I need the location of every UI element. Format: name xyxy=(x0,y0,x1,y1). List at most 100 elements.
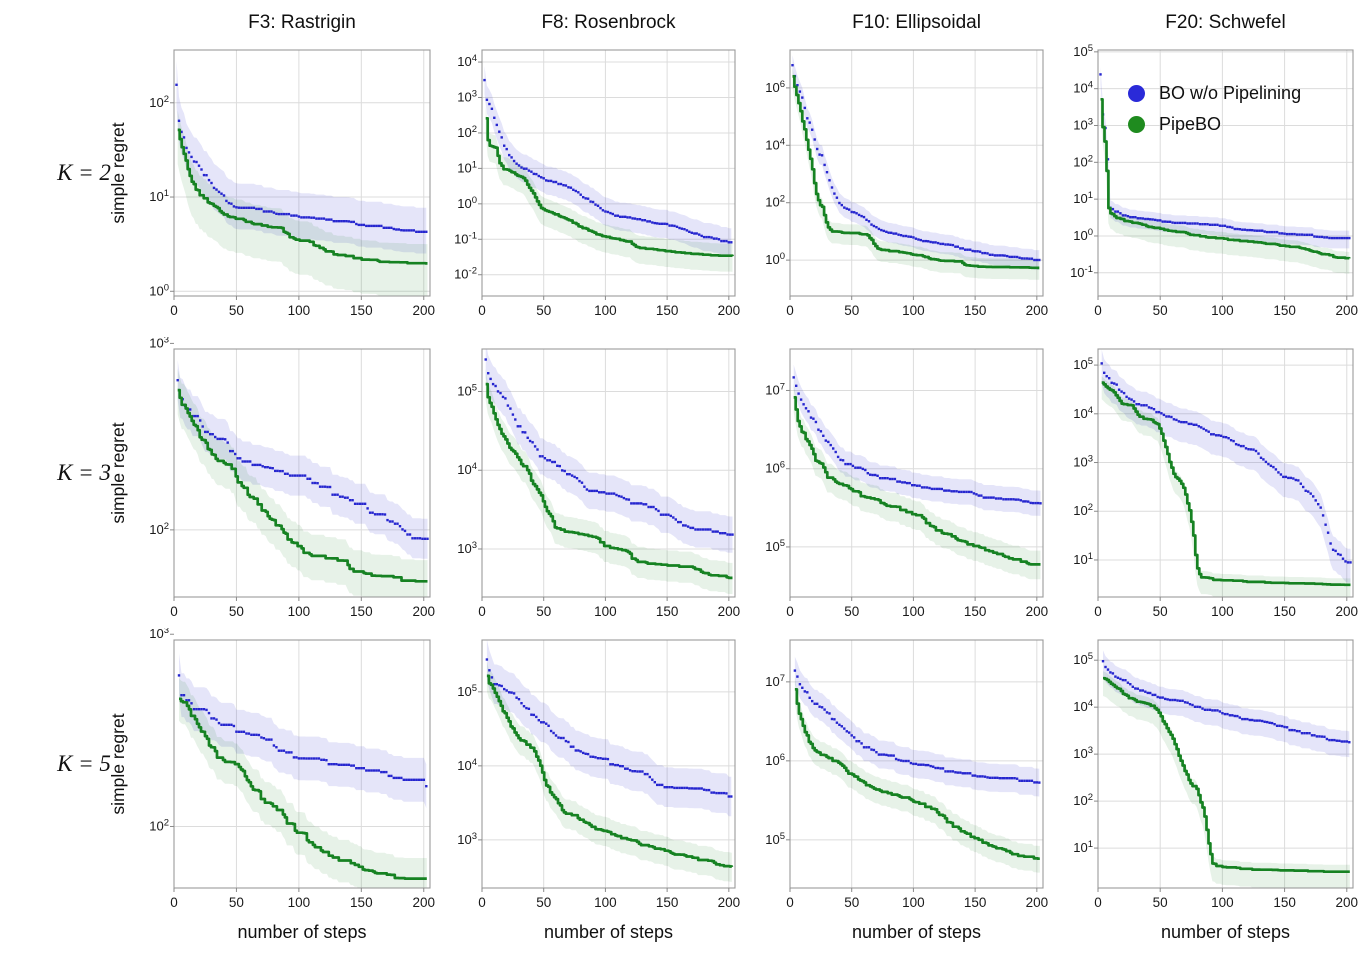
confidence-band xyxy=(485,349,733,553)
svg-text:104: 104 xyxy=(457,461,477,477)
row-label-k5: K = 5 xyxy=(57,751,111,776)
svg-text:106: 106 xyxy=(765,79,785,95)
plot-frame xyxy=(1097,639,1354,889)
svg-text:102: 102 xyxy=(765,194,785,210)
svg-text:0: 0 xyxy=(786,895,794,910)
svg-text:200: 200 xyxy=(412,303,435,318)
confidence-band xyxy=(792,55,1040,270)
series-dots-bo xyxy=(177,674,428,788)
series-line-pipebo xyxy=(1103,676,1350,874)
svg-text:104: 104 xyxy=(1073,80,1093,96)
gridlines xyxy=(790,640,1043,888)
svg-text:102: 102 xyxy=(149,817,169,833)
svg-text:200: 200 xyxy=(718,895,741,910)
svg-text:101: 101 xyxy=(1073,551,1093,567)
confidence-band xyxy=(793,364,1041,516)
plot-frame xyxy=(173,348,431,598)
subplot-title-f10: F10: Ellipsoidal xyxy=(852,12,981,33)
subplot-title-f20: F20: Schwefel xyxy=(1165,12,1286,33)
svg-text:0: 0 xyxy=(170,895,178,910)
svg-text:200: 200 xyxy=(1336,895,1359,910)
svg-text:200: 200 xyxy=(1336,303,1359,318)
subplot-k2-f8-rosenbrock: 0 50 100 150 200 10-2 10-1 100 101 102 103 104 xyxy=(434,38,745,328)
subplot-k5-f8-rosenbrock: 0 50 100 150 200 103 104 105 xyxy=(434,628,745,920)
svg-text:106: 106 xyxy=(765,752,785,768)
svg-text:104: 104 xyxy=(457,53,477,69)
svg-text:105: 105 xyxy=(765,538,785,554)
svg-text:100: 100 xyxy=(594,895,617,910)
x-axis-label-col4: number of steps xyxy=(1160,922,1291,942)
svg-text:102: 102 xyxy=(149,94,169,110)
legend-item-bo: BO w/o Pipelining xyxy=(1128,83,1301,104)
svg-text:150: 150 xyxy=(656,895,679,910)
svg-text:101: 101 xyxy=(457,159,477,175)
x-axis-label-col1: number of steps xyxy=(237,922,367,942)
svg-text:104: 104 xyxy=(457,757,477,773)
series-dots-bo xyxy=(1100,362,1352,564)
series-line-pipebo xyxy=(177,388,428,583)
series-dots-bo xyxy=(792,376,1042,505)
plot-frame xyxy=(173,639,431,889)
svg-text:103: 103 xyxy=(149,628,169,641)
gridlines xyxy=(482,50,735,296)
svg-text:104: 104 xyxy=(1073,698,1093,714)
legend-marker-bo-icon xyxy=(1128,85,1145,102)
plot-frame xyxy=(173,49,431,297)
plot-frame xyxy=(789,639,1044,889)
svg-text:103: 103 xyxy=(1073,745,1093,761)
svg-text:100: 100 xyxy=(902,895,925,910)
series-line-pipebo xyxy=(1101,381,1351,587)
svg-text:10-2: 10-2 xyxy=(454,266,477,282)
svg-text:102: 102 xyxy=(1073,792,1093,808)
svg-text:105: 105 xyxy=(457,383,477,399)
subplot-k5-f20-schwefel: 0 50 100 150 200 101 102 103 104 105 xyxy=(1050,628,1363,920)
gridlines xyxy=(1098,640,1353,888)
legend-item-pipebo: PipeBO xyxy=(1128,114,1301,135)
svg-text:50: 50 xyxy=(229,604,244,619)
subplot-k5-f3-rastrigin: 0 50 100 150 200 102 103 xyxy=(126,628,440,920)
svg-text:0: 0 xyxy=(1094,895,1102,910)
subplot-svg-k3-f8-rosenbrock: 0 50 100 150 200 103 104 105 xyxy=(457,348,740,619)
svg-text:0: 0 xyxy=(478,303,486,318)
svg-text:102: 102 xyxy=(149,521,169,537)
svg-text:0: 0 xyxy=(1094,604,1102,619)
svg-text:0: 0 xyxy=(1094,303,1102,318)
svg-text:50: 50 xyxy=(229,303,244,318)
axis-ticks: 0 50 100 150 200 101 102 103 104 105 xyxy=(1073,651,1358,910)
subplot-k3-f8-rosenbrock: 0 50 100 150 200 103 104 105 xyxy=(434,337,745,629)
svg-text:105: 105 xyxy=(457,683,477,699)
series-line-pipebo xyxy=(177,128,428,265)
svg-text:101: 101 xyxy=(1073,839,1093,855)
svg-text:50: 50 xyxy=(1153,604,1168,619)
svg-text:101: 101 xyxy=(1073,190,1093,206)
subplot-k3-f3-rastrigin: 0 50 100 150 200 102 103 xyxy=(126,337,440,629)
subplot-svg-k2-f8-rosenbrock: 0 50 100 150 200 10-2 10-1 100 101 102 103 104 xyxy=(454,49,740,318)
axis-ticks: 0 50 100 150 200 100 101 102 xyxy=(149,94,435,318)
svg-text:103: 103 xyxy=(457,540,477,556)
svg-text:100: 100 xyxy=(1073,227,1093,243)
axis-ticks: 0 50 100 150 200 101 102 103 104 105 xyxy=(1073,356,1358,619)
legend-label-pipebo: PipeBO xyxy=(1159,114,1222,134)
svg-text:105: 105 xyxy=(1073,43,1093,59)
confidence-band xyxy=(1103,671,1350,888)
plot-frame xyxy=(481,639,736,889)
svg-text:150: 150 xyxy=(1273,895,1296,910)
svg-text:102: 102 xyxy=(457,124,477,140)
confidence-band xyxy=(485,106,733,272)
gridlines xyxy=(482,349,735,597)
svg-text:50: 50 xyxy=(844,895,859,910)
svg-text:103: 103 xyxy=(457,831,477,847)
svg-text:150: 150 xyxy=(350,303,373,318)
subplot-title-f3: F3: Rastrigin xyxy=(248,12,356,33)
series-line-pipebo xyxy=(485,116,734,258)
svg-text:100: 100 xyxy=(902,604,925,619)
subplot-k2-f10-ellipsoidal: 0 50 100 150 200 100 102 104 106 xyxy=(742,38,1053,328)
svg-text:103: 103 xyxy=(1073,116,1093,132)
subplot-svg-k2-f20-schwefel: 0 50 100 150 200 10-1 100 101 102 103 104 105 xyxy=(1070,43,1359,318)
svg-text:100: 100 xyxy=(765,251,785,267)
subplot-k3-f10-ellipsoidal: 0 50 100 150 200 105 106 107 xyxy=(742,337,1053,629)
subplot-svg-k2-f10-ellipsoidal: 0 50 100 150 200 100 102 104 106 xyxy=(765,49,1049,318)
svg-text:200: 200 xyxy=(1026,303,1049,318)
svg-text:150: 150 xyxy=(1273,303,1296,318)
svg-text:103: 103 xyxy=(149,337,169,350)
